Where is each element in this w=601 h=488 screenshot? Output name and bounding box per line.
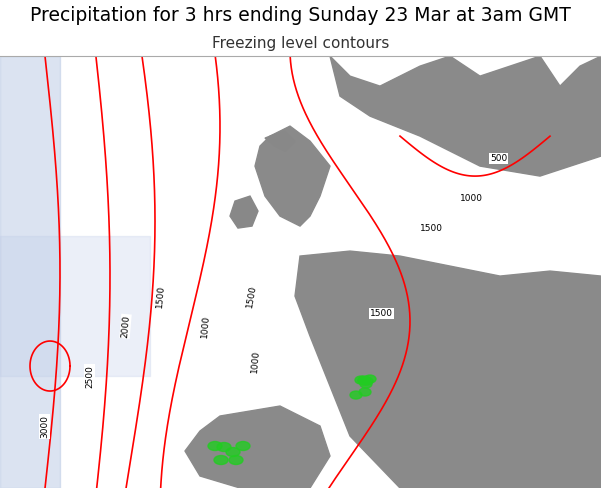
Text: 2000: 2000 xyxy=(120,314,131,338)
Polygon shape xyxy=(230,196,258,228)
Text: 2500: 2500 xyxy=(85,365,94,388)
Ellipse shape xyxy=(226,447,240,456)
Text: 1000: 1000 xyxy=(200,314,211,338)
Text: 1500: 1500 xyxy=(245,284,258,308)
Ellipse shape xyxy=(217,443,231,451)
Text: 1500: 1500 xyxy=(420,224,443,233)
Ellipse shape xyxy=(364,375,376,383)
Ellipse shape xyxy=(355,376,367,384)
Text: 3000: 3000 xyxy=(40,415,49,438)
Polygon shape xyxy=(255,126,330,226)
Text: 1000: 1000 xyxy=(250,349,261,373)
Polygon shape xyxy=(330,56,601,176)
Ellipse shape xyxy=(358,377,370,385)
Ellipse shape xyxy=(360,380,372,388)
Polygon shape xyxy=(265,131,295,151)
Text: Precipitation for 3 hrs ending Sunday 23 Mar at 3am GMT: Precipitation for 3 hrs ending Sunday 23… xyxy=(30,6,571,25)
Text: Freezing level contours: Freezing level contours xyxy=(212,36,389,51)
Ellipse shape xyxy=(236,442,250,450)
Ellipse shape xyxy=(229,455,243,465)
Ellipse shape xyxy=(359,388,371,396)
Ellipse shape xyxy=(361,377,373,385)
Ellipse shape xyxy=(208,442,222,450)
Polygon shape xyxy=(185,406,330,488)
Text: 500: 500 xyxy=(490,154,507,163)
Text: 1000: 1000 xyxy=(460,194,483,203)
Ellipse shape xyxy=(358,376,370,384)
Polygon shape xyxy=(295,251,601,488)
Text: 1500: 1500 xyxy=(370,309,393,318)
Ellipse shape xyxy=(350,391,362,399)
Ellipse shape xyxy=(214,455,228,465)
Text: 1500: 1500 xyxy=(155,285,166,308)
